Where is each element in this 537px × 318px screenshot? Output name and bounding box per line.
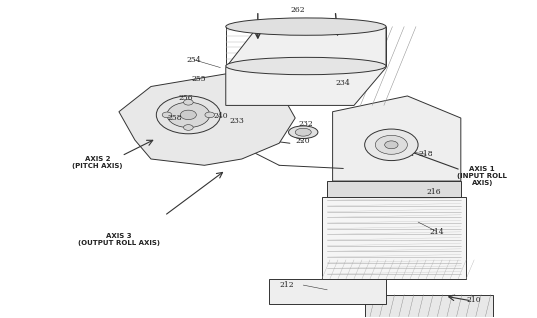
Polygon shape (365, 294, 493, 317)
Text: AXIS 2
(PITCH AXIS): AXIS 2 (PITCH AXIS) (72, 156, 123, 169)
Text: 214: 214 (430, 227, 444, 236)
Ellipse shape (295, 128, 311, 136)
Ellipse shape (167, 102, 210, 128)
Text: 262: 262 (291, 6, 305, 14)
Ellipse shape (180, 110, 197, 120)
Ellipse shape (375, 135, 408, 154)
Ellipse shape (384, 141, 398, 149)
Ellipse shape (288, 126, 318, 139)
Text: 256: 256 (178, 93, 193, 101)
Polygon shape (327, 181, 461, 197)
Ellipse shape (205, 112, 215, 118)
Text: 210: 210 (467, 296, 482, 304)
Ellipse shape (156, 96, 220, 134)
Polygon shape (119, 74, 295, 165)
Text: 233: 233 (229, 117, 244, 125)
Text: AXIS 3
(OUTPUT ROLL AXIS): AXIS 3 (OUTPUT ROLL AXIS) (78, 233, 160, 246)
Text: 216: 216 (427, 188, 441, 196)
Text: 240: 240 (213, 113, 228, 121)
Polygon shape (226, 27, 386, 105)
Polygon shape (268, 279, 386, 304)
Polygon shape (322, 197, 466, 279)
Text: 232: 232 (299, 120, 313, 128)
Ellipse shape (365, 129, 418, 161)
Text: 254: 254 (186, 56, 201, 64)
Ellipse shape (226, 18, 386, 35)
Text: 234: 234 (336, 80, 351, 87)
Text: AXIS 1
(INPUT ROLL
AXIS): AXIS 1 (INPUT ROLL AXIS) (457, 166, 507, 186)
Ellipse shape (184, 125, 193, 130)
Ellipse shape (226, 57, 386, 75)
Ellipse shape (184, 100, 193, 105)
Text: 218: 218 (419, 150, 433, 158)
Polygon shape (332, 96, 461, 181)
Text: 255: 255 (192, 75, 206, 83)
Text: 220: 220 (296, 137, 310, 145)
Ellipse shape (162, 112, 172, 118)
Text: 258: 258 (168, 114, 183, 122)
Text: 212: 212 (280, 281, 294, 289)
